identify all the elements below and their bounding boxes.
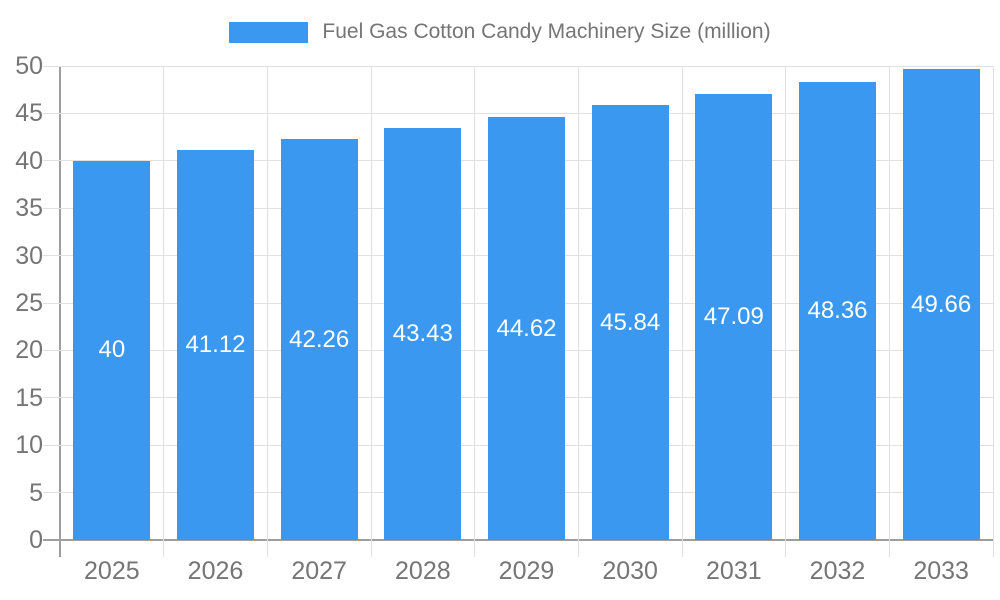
bar: 44.62 — [488, 117, 565, 540]
bar-value-label: 48.36 — [807, 296, 868, 324]
bar: 45.84 — [591, 105, 669, 540]
legend-label: Fuel Gas Cotton Candy Machinery Size (mi… — [322, 20, 771, 43]
plot-area: 0 5 10 15 20 25 30 35 40 45 50 40 2025 41.12 2026 42.26… — [15, 52, 994, 585]
y-tick-label: 15 — [15, 383, 43, 412]
x-axis-line — [43, 539, 993, 541]
bar-value-label: 42.26 — [289, 325, 350, 353]
bar-value-label: 49.66 — [911, 290, 972, 318]
bar-value-label: 43.43 — [392, 320, 453, 348]
v-gridline — [370, 66, 372, 557]
v-gridline — [163, 66, 165, 557]
bar: 42.26 — [280, 139, 358, 540]
h-gridline — [43, 65, 993, 67]
y-axis-line — [59, 66, 61, 557]
x-tick-label: 2032 — [809, 557, 866, 585]
bar: 40 — [73, 160, 151, 540]
y-tick-label: 25 — [15, 289, 43, 317]
h-gridline — [43, 112, 993, 114]
bar: 48.36 — [799, 81, 876, 540]
x-tick-label: 2026 — [187, 557, 244, 585]
bar: 47.09 — [695, 93, 773, 540]
v-gridline — [681, 66, 683, 557]
v-gridline — [577, 66, 579, 557]
v-gridline — [785, 66, 787, 557]
y-tick-label: 35 — [15, 194, 43, 223]
bar: 41.12 — [177, 150, 254, 540]
bar-value-label: 45.84 — [600, 308, 661, 336]
x-tick-label: 2025 — [84, 557, 140, 585]
bar-value-label: 41.12 — [185, 331, 246, 359]
x-tick-label: 2029 — [498, 557, 555, 585]
legend[interactable]: Fuel Gas Cotton Candy Machinery Size (mi… — [0, 16, 1000, 48]
y-tick-label: 20 — [15, 336, 43, 365]
v-gridline — [266, 66, 268, 557]
y-tick-label: 10 — [15, 431, 43, 460]
y-tick-label: 45 — [15, 99, 43, 128]
bar-value-label: 40 — [98, 336, 126, 364]
x-tick-label: 2028 — [395, 557, 451, 585]
v-gridline — [992, 66, 994, 557]
x-tick-label: 2031 — [706, 557, 762, 585]
y-tick-label: 5 — [29, 478, 43, 507]
y-tick-label: 40 — [15, 146, 43, 175]
v-gridline — [888, 66, 890, 557]
x-tick-label: 2030 — [602, 557, 658, 585]
bar: 49.66 — [902, 69, 980, 540]
bar-value-label: 44.62 — [496, 314, 557, 342]
bar: 43.43 — [384, 128, 462, 540]
x-tick-label: 2027 — [291, 557, 347, 585]
v-gridline — [474, 66, 476, 557]
bar-value-label: 47.09 — [703, 302, 764, 330]
y-tick-label: 0 — [29, 526, 43, 554]
y-tick-label: 50 — [15, 52, 43, 80]
legend-swatch-icon — [229, 21, 309, 43]
x-tick-label: 2033 — [913, 557, 969, 585]
y-tick-label: 30 — [15, 241, 43, 270]
